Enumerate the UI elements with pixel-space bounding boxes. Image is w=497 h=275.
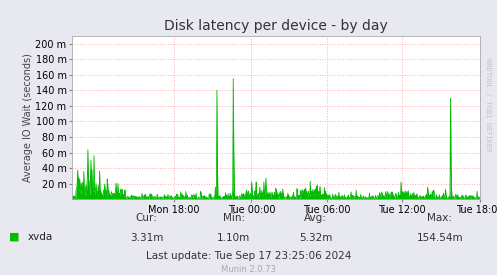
Text: Max:: Max: (427, 213, 452, 223)
Text: Last update: Tue Sep 17 23:25:06 2024: Last update: Tue Sep 17 23:25:06 2024 (146, 251, 351, 261)
Text: 3.31m: 3.31m (130, 233, 164, 243)
Text: Avg:: Avg: (304, 213, 327, 223)
Text: 1.10m: 1.10m (217, 233, 250, 243)
Text: Cur:: Cur: (136, 213, 158, 223)
Text: 5.32m: 5.32m (299, 233, 332, 243)
Text: Munin 2.0.73: Munin 2.0.73 (221, 265, 276, 274)
Text: xvda: xvda (27, 232, 53, 241)
Title: Disk latency per device - by day: Disk latency per device - by day (164, 19, 388, 33)
Text: Min:: Min: (223, 213, 245, 223)
Text: RRDTOOL / TOBI OETIKER: RRDTOOL / TOBI OETIKER (485, 58, 491, 151)
Y-axis label: Average IO Wait (seconds): Average IO Wait (seconds) (22, 53, 33, 182)
Text: ■: ■ (9, 232, 19, 241)
Text: 154.54m: 154.54m (416, 233, 463, 243)
